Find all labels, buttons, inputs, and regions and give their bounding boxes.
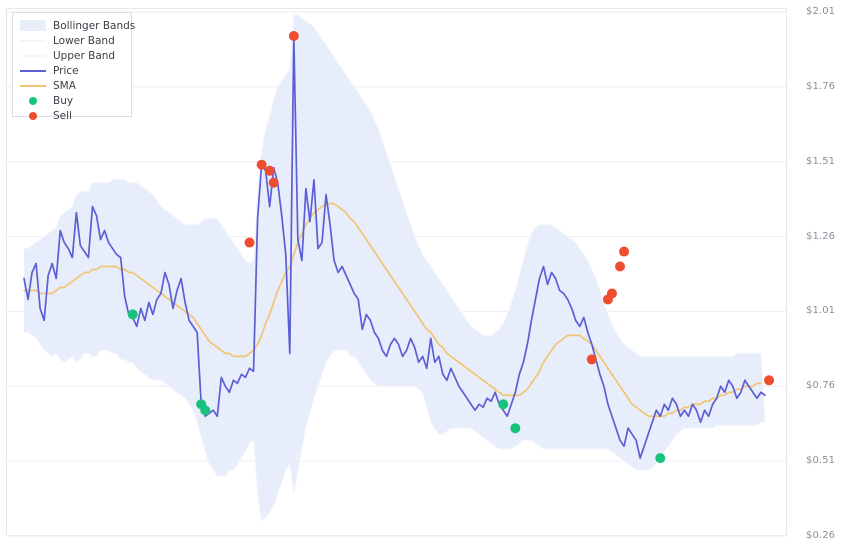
sell-marker[interactable] [606, 288, 617, 299]
sell-marker[interactable] [288, 30, 299, 41]
legend-line-glyph-icon [20, 84, 46, 87]
y-axis-tick-label: $0.26 [806, 530, 836, 541]
sell-marker[interactable] [615, 261, 626, 272]
y-axis-tick-label: $2.01 [806, 6, 836, 17]
sell-marker[interactable] [244, 237, 255, 248]
sma-line [23, 202, 762, 418]
legend-line-icon [19, 80, 47, 92]
legend-dot-glyph-icon [29, 96, 37, 105]
legend-label: Bollinger Bands [53, 19, 136, 32]
legend-label: Upper Band [53, 49, 116, 62]
chart-legend: Bollinger Bands Lower Band Upper Band Price… [12, 12, 135, 122]
sell-marker[interactable] [268, 177, 279, 188]
legend-label: Price [53, 64, 79, 77]
sell-marker[interactable] [256, 159, 267, 170]
legend-item-lower-band[interactable]: Lower Band [19, 33, 125, 48]
legend-label: Buy [53, 94, 74, 107]
legend-item-sell[interactable]: Sell [19, 108, 125, 123]
y-axis-tick-label: $1.01 [806, 305, 836, 317]
sell-marker[interactable] [264, 165, 275, 176]
price-line [23, 35, 766, 459]
sell-marker[interactable] [586, 354, 597, 365]
buy-marker[interactable] [510, 423, 521, 434]
legend-item-upper-band[interactable]: Upper Band [19, 48, 125, 63]
legend-line-glyph-icon [20, 69, 46, 72]
buy-markers[interactable] [127, 309, 666, 464]
legend-line-glyph-icon [20, 39, 46, 42]
y-axis-tick-label: $1.51 [806, 155, 836, 167]
legend-label: SMA [53, 79, 76, 92]
buy-marker[interactable] [498, 399, 509, 410]
legend-line-glyph-icon [20, 54, 46, 57]
y-axis-tick-label: $1.76 [806, 80, 836, 92]
buy-marker[interactable] [200, 405, 211, 416]
legend-swatch-icon [19, 20, 47, 32]
y-axis-tick-label: $0.51 [806, 455, 836, 467]
legend-item-sma[interactable]: SMA [19, 78, 125, 93]
sell-markers[interactable] [244, 30, 775, 386]
legend-dot-icon [19, 95, 47, 107]
buy-marker[interactable] [127, 309, 138, 320]
legend-line-icon [19, 65, 47, 77]
legend-item-buy[interactable]: Buy [19, 93, 125, 108]
buy-marker[interactable] [655, 453, 666, 464]
legend-line-icon [19, 35, 47, 47]
upper-band-line [24, 14, 761, 357]
legend-label: Sell [53, 109, 72, 122]
sell-marker[interactable] [764, 375, 775, 386]
legend-line-icon [19, 50, 47, 62]
legend-item-price[interactable]: Price [19, 63, 125, 78]
legend-item-bollinger-bands[interactable]: Bollinger Bands [19, 18, 135, 33]
bollinger-band-fill [24, 14, 765, 522]
sell-marker[interactable] [619, 246, 630, 257]
lower-band-line [24, 331, 765, 522]
legend-dot-icon [19, 110, 47, 122]
y-axis-tick-label: $0.76 [806, 380, 836, 392]
y-axis-tick-label: $1.26 [806, 230, 836, 242]
legend-patch-icon [20, 20, 46, 31]
legend-dot-glyph-icon [29, 111, 37, 120]
legend-label: Lower Band [53, 34, 115, 47]
